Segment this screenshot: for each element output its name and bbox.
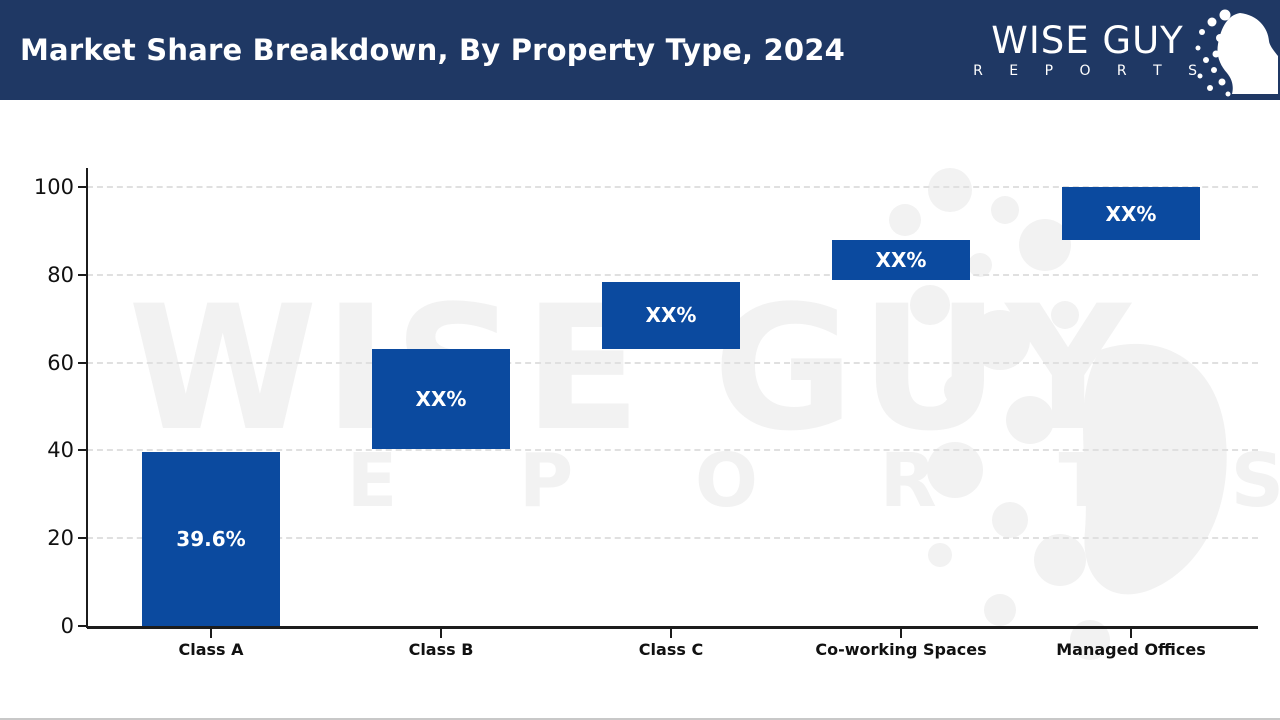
x-tick-mark-managed-offices	[1130, 629, 1132, 638]
y-tick-mark-0	[78, 625, 86, 627]
y-tick-label-60: 60	[47, 350, 74, 375]
bar-class-a	[142, 452, 280, 626]
y-tick-label-20: 20	[47, 526, 74, 551]
x-category-label-class-b: Class B	[408, 640, 474, 659]
x-tick-mark-class-a	[210, 629, 212, 638]
x-tick-mark-class-c	[670, 629, 672, 638]
y-tick-mark-80	[78, 273, 86, 276]
page-title: Market Share Breakdown, By Property Type…	[20, 33, 846, 67]
gridline-60	[87, 361, 1258, 364]
x-category-label-class-c: Class C	[638, 640, 704, 659]
bar-value-label-managed-offices: XX%	[1105, 201, 1157, 226]
chart-area: WISE GUY R E P O R T S 0 20 40 60 80 100 39.6%…	[0, 100, 1280, 718]
bar-co-working-spaces	[832, 240, 970, 281]
gridline-80	[87, 273, 1258, 276]
x-category-label-co-working-spaces: Co-working Spaces	[815, 640, 987, 659]
brand-logo: WISE GUY R E P O R T S	[973, 6, 1278, 97]
y-tick-mark-40	[78, 449, 86, 452]
y-tick-mark-100	[78, 186, 86, 188]
y-tick-mark-60	[78, 361, 86, 364]
y-tick-label-100: 100	[33, 175, 74, 199]
x-category-label-managed-offices: Managed Offices	[1056, 640, 1206, 659]
gridline-40	[87, 449, 1258, 452]
gridline-100	[87, 186, 1258, 188]
bar-class-c	[602, 281, 740, 349]
x-tick-mark-co-working-spaces	[900, 629, 902, 638]
brand-subtext: R E P O R T S	[973, 63, 1208, 79]
header-bar: Market Share Breakdown, By Property Type…	[0, 0, 1280, 100]
bar-value-label-class-a: 39.6%	[176, 527, 246, 552]
x-axis-line	[87, 626, 1258, 629]
y-tick-label-80: 80	[47, 262, 74, 287]
gridline-20	[87, 537, 1258, 540]
y-tick-label-40: 40	[47, 438, 74, 463]
y-tick-mark-20	[78, 537, 86, 540]
y-axis-line	[86, 168, 88, 628]
bar-managed-offices	[1062, 187, 1200, 241]
brand-face-icon	[1195, 9, 1278, 97]
x-tick-mark-class-b	[440, 629, 442, 638]
bar-value-label-class-b: XX%	[415, 387, 467, 412]
bar-value-label-co-working-spaces: XX%	[875, 248, 927, 273]
brand-name-text: WISE GUY	[991, 19, 1184, 62]
x-category-label-class-a: Class A	[178, 640, 244, 659]
bar-value-label-class-c: XX%	[645, 303, 697, 328]
bar-class-b	[372, 348, 510, 450]
footer-divider	[0, 718, 1280, 720]
y-tick-label-0: 0	[60, 614, 74, 638]
brand-wordmark: WISE GUY R E P O R T S	[967, 22, 1208, 80]
